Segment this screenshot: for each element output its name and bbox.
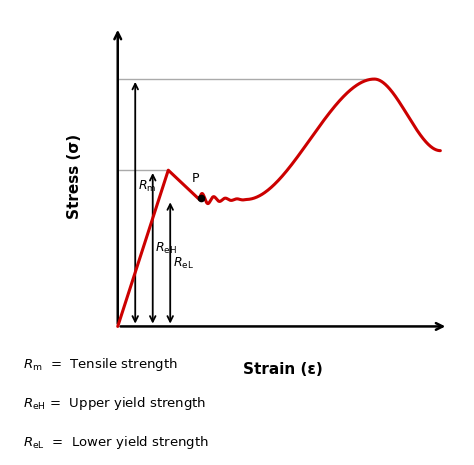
Text: $R_\mathrm{eL}$  =  Lower yield strength: $R_\mathrm{eL}$ = Lower yield strength: [23, 433, 209, 451]
Text: $R_\mathrm{m}$: $R_\mathrm{m}$: [138, 179, 156, 194]
Text: $R_\mathrm{m}$  =  Tensile strength: $R_\mathrm{m}$ = Tensile strength: [23, 356, 178, 373]
Text: P: P: [191, 173, 199, 186]
Text: Stress (σ): Stress (σ): [67, 134, 82, 219]
Text: $R_\mathrm{eH}$: $R_\mathrm{eH}$: [155, 241, 177, 256]
Text: $R_\mathrm{eL}$: $R_\mathrm{eL}$: [173, 255, 194, 271]
Text: $R_\mathrm{eH}$ =  Upper yield strength: $R_\mathrm{eH}$ = Upper yield strength: [23, 395, 207, 412]
Text: Strain (ε): Strain (ε): [243, 362, 323, 377]
